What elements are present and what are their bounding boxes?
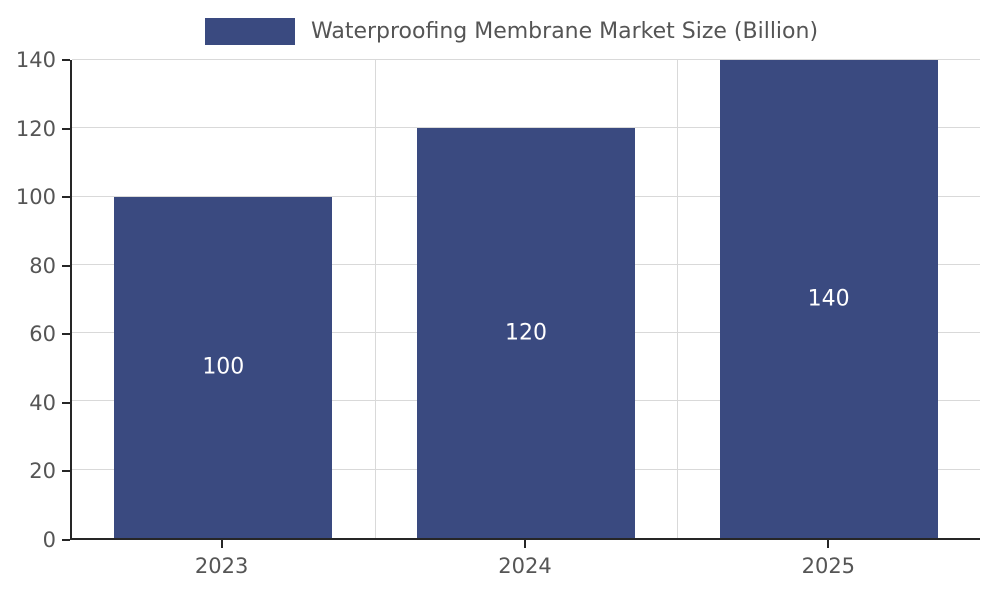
chart-legend: Waterproofing Membrane Market Size (Bill…: [205, 14, 818, 48]
y-tick-label: 20: [29, 459, 56, 484]
x-tick-mark: [524, 540, 526, 548]
plot-area: 100 120 140: [70, 59, 980, 540]
y-tick-label: 40: [29, 390, 56, 415]
y-axis: 0 20 40 60 80 100 120 140: [0, 48, 70, 552]
bar-2023: 100: [114, 196, 333, 538]
y-tick-mark: [62, 196, 70, 199]
gridline-horizontal: [72, 59, 980, 60]
y-tick-label: 120: [15, 116, 56, 141]
bar-value-label: 100: [202, 354, 245, 380]
gridline-vertical: [677, 60, 679, 538]
y-tick-label: 100: [15, 185, 56, 210]
bar-2024: 120: [417, 128, 635, 538]
y-tick-mark: [62, 401, 70, 404]
x-tick-label: 2024: [498, 554, 552, 578]
y-tick-mark: [62, 127, 70, 130]
legend-swatch: [205, 17, 295, 45]
y-tick-label: 60: [29, 322, 56, 347]
y-tick-label: 140: [15, 48, 56, 72]
x-tick-label: 2023: [194, 554, 249, 578]
gridline-horizontal: [72, 127, 980, 129]
bar-value-label: 120: [504, 320, 547, 346]
bar-2025: 140: [719, 60, 938, 538]
y-tick-mark: [62, 470, 70, 473]
chart-title: Waterproofing Membrane Market Size (Bill…: [311, 18, 819, 44]
x-tick-mark: [827, 540, 830, 548]
x-tick-label: 2025: [801, 554, 856, 578]
x-axis: 2023 2024 2025: [70, 540, 980, 590]
y-tick-mark: [62, 539, 70, 541]
y-tick-mark: [62, 264, 70, 267]
y-tick-mark: [62, 59, 70, 61]
x-tick-mark: [220, 540, 223, 548]
y-tick-label: 80: [29, 253, 56, 278]
y-tick-mark: [62, 333, 70, 336]
y-tick-label: 0: [42, 528, 56, 552]
gridline-vertical: [374, 60, 376, 538]
bar-value-label: 140: [807, 286, 850, 312]
